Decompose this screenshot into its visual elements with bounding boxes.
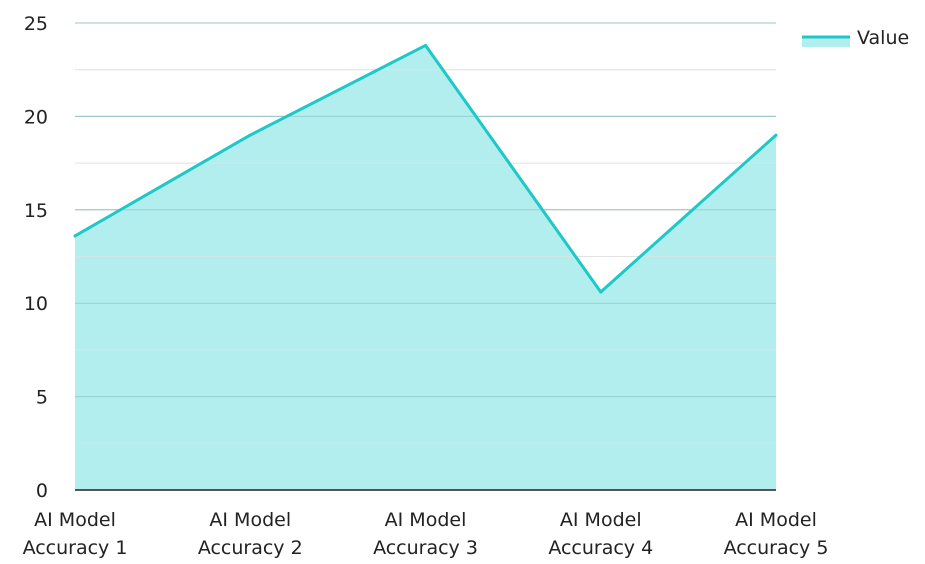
x-tick-label: AI Model Accuracy 2 <box>198 509 303 559</box>
y-tick-label: 5 <box>36 387 48 409</box>
data-point <box>248 133 252 137</box>
legend-swatch-fill <box>802 37 850 47</box>
y-tick-label: 10 <box>24 293 48 315</box>
data-point <box>424 43 427 47</box>
legend: Value <box>802 27 909 49</box>
area-series <box>73 22 778 490</box>
data-point <box>599 290 603 294</box>
x-tick-label: AI Model Accuracy 4 <box>548 509 653 559</box>
tick-labels: 0 5 10 15 20 25 AI Model Accuracy 1 AI Model Accu… <box>23 13 829 559</box>
data-point <box>774 133 778 137</box>
y-tick-label: 0 <box>36 480 48 502</box>
data-point <box>73 234 77 238</box>
x-tick-label: AI Model Accuracy 1 <box>23 509 128 559</box>
y-tick-label: 20 <box>24 106 48 128</box>
legend-label: Value <box>857 27 909 49</box>
x-tick-label: AI Model Accuracy 3 <box>373 509 478 559</box>
area-fill <box>75 45 776 490</box>
y-tick-label: 25 <box>24 13 48 35</box>
x-tick-label: AI Model Accuracy 5 <box>724 509 829 559</box>
y-tick-label: 15 <box>24 200 48 222</box>
